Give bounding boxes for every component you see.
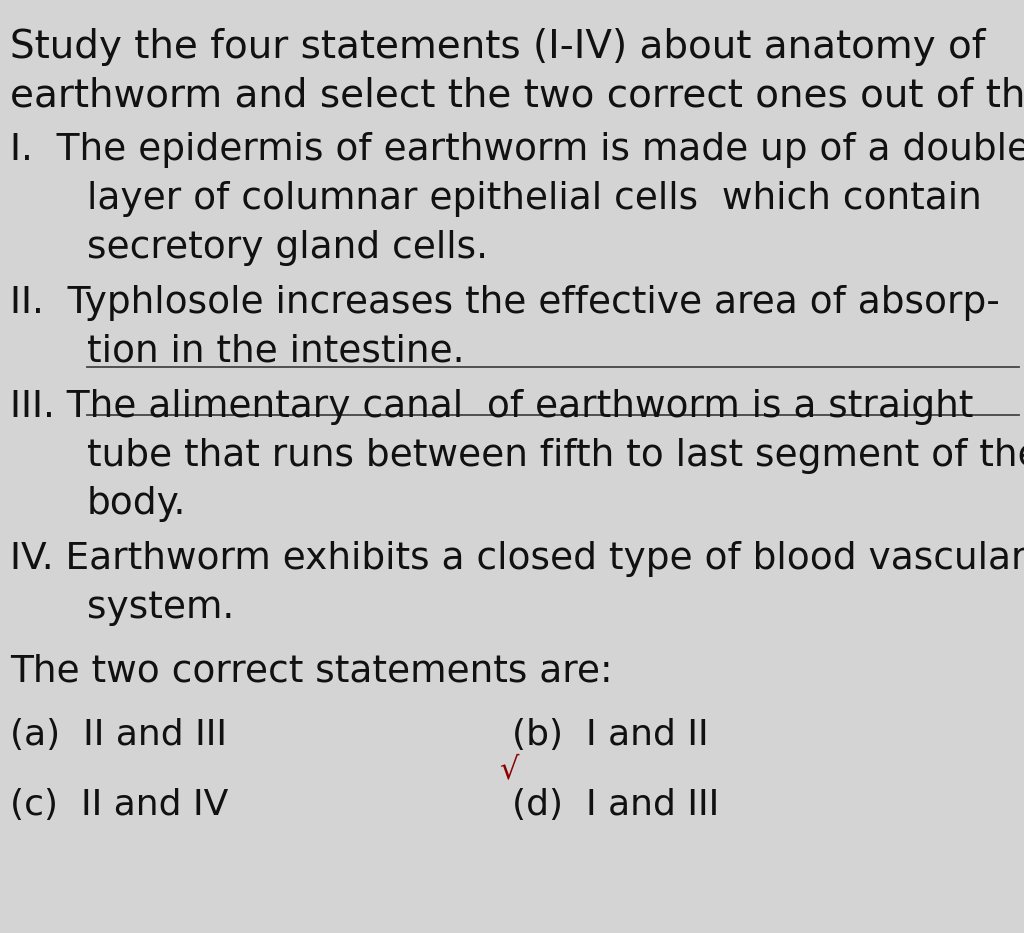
Text: II.  Typhlosole increases the effective area of absorp-: II. Typhlosole increases the effective a… bbox=[10, 285, 1000, 321]
Text: I.  The epidermis of earthworm is made up of a double: I. The epidermis of earthworm is made up… bbox=[10, 132, 1024, 169]
Text: secretory gland cells.: secretory gland cells. bbox=[87, 230, 488, 266]
Text: The two correct statements are:: The two correct statements are: bbox=[10, 653, 613, 689]
Text: (b)  I and II: (b) I and II bbox=[512, 718, 709, 752]
Text: tube that runs between fifth to last segment of the: tube that runs between fifth to last seg… bbox=[87, 438, 1024, 474]
Text: IV. Earthworm exhibits a closed type of blood vascular: IV. Earthworm exhibits a closed type of … bbox=[10, 541, 1024, 578]
Text: system.: system. bbox=[87, 590, 234, 626]
Text: tion in the intestine.: tion in the intestine. bbox=[87, 333, 465, 369]
Text: layer of columnar epithelial cells  which contain: layer of columnar epithelial cells which… bbox=[87, 181, 982, 217]
Text: III. The alimentary canal  of earthworm is a straight: III. The alimentary canal of earthworm i… bbox=[10, 389, 974, 425]
Text: earthworm and select the two correct ones out of them.: earthworm and select the two correct one… bbox=[10, 77, 1024, 115]
Text: √: √ bbox=[499, 755, 518, 785]
Text: (a)  II and III: (a) II and III bbox=[10, 718, 227, 752]
Text: (c)  II and IV: (c) II and IV bbox=[10, 788, 228, 822]
Text: (d)  I and III: (d) I and III bbox=[512, 788, 719, 822]
Text: Study the four statements (I-IV) about anatomy of: Study the four statements (I-IV) about a… bbox=[10, 28, 986, 66]
Text: body.: body. bbox=[87, 486, 186, 522]
